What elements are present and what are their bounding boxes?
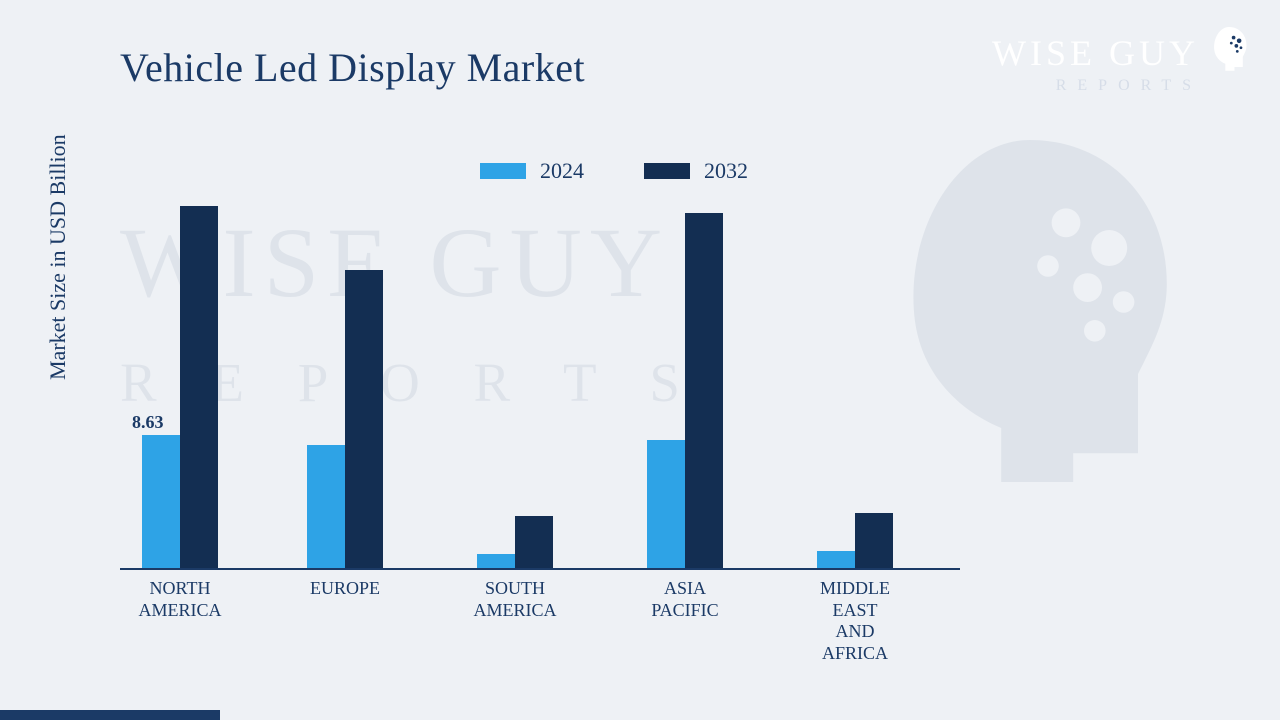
- category-label: MIDDLEEASTANDAFRICA: [790, 578, 920, 664]
- category-label: SOUTHAMERICA: [450, 578, 580, 621]
- bar: [307, 445, 345, 568]
- category-labels: NORTHAMERICAEUROPESOUTHAMERICAASIAPACIFI…: [120, 572, 960, 692]
- bar: [685, 213, 723, 568]
- legend-item-2032: 2032: [644, 158, 748, 184]
- bar: [515, 516, 553, 568]
- plot-area: 8.63: [120, 200, 960, 570]
- bar: [817, 551, 855, 568]
- logo-head-icon: [1206, 24, 1252, 81]
- legend: 2024 2032: [480, 158, 748, 184]
- bar: [345, 270, 383, 568]
- brand-logo: WISE GUY REPORTS: [992, 24, 1252, 95]
- legend-label-2024: 2024: [540, 158, 584, 184]
- y-axis-label: Market Size in USD Billion: [45, 134, 71, 380]
- legend-swatch-2024: [480, 163, 526, 179]
- bar: [477, 554, 515, 568]
- category-label: ASIAPACIFIC: [620, 578, 750, 621]
- logo-line1: WISE GUY: [992, 32, 1199, 74]
- legend-item-2024: 2024: [480, 158, 584, 184]
- bar: [142, 435, 180, 568]
- bar: [180, 206, 218, 568]
- legend-swatch-2032: [644, 163, 690, 179]
- bar: [855, 513, 893, 569]
- legend-label-2032: 2032: [704, 158, 748, 184]
- footer-accent: [0, 710, 220, 720]
- x-axis-baseline: [120, 568, 960, 570]
- category-label: NORTHAMERICA: [115, 578, 245, 621]
- category-label: EUROPE: [280, 578, 410, 600]
- value-label: 8.63: [132, 412, 164, 433]
- bar: [647, 440, 685, 568]
- stage: WISE GUY R E P O R T S Vehicle Led Displ…: [0, 0, 1280, 720]
- chart-title: Vehicle Led Display Market: [120, 44, 585, 91]
